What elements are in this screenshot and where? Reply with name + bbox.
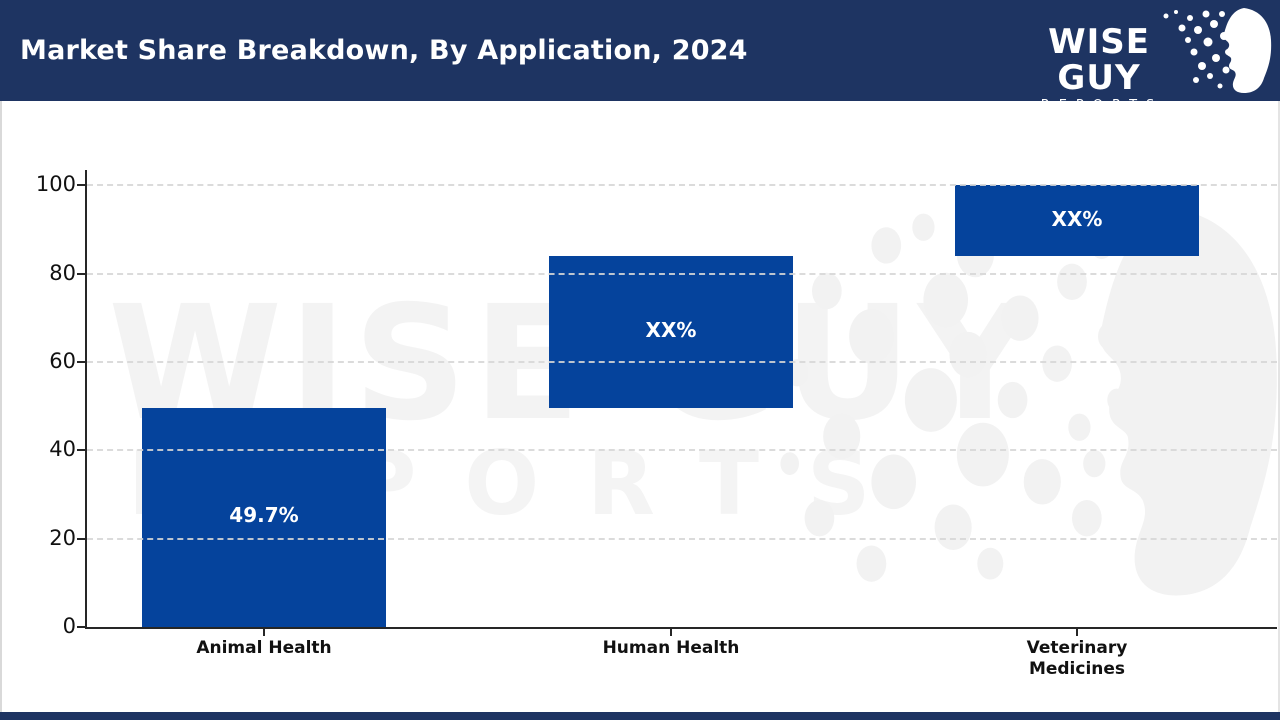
y-axis-tick-mark-20 xyxy=(77,537,85,540)
page-title: Market Share Breakdown, By Application, … xyxy=(20,35,748,66)
y-axis-tick-label-60: 60 xyxy=(49,349,76,374)
bar-value-label-animal-health: 49.7% xyxy=(229,503,299,528)
gridline-40 xyxy=(87,449,1277,452)
bar-animal-health xyxy=(142,407,386,627)
brand-logo-reports-text: REPORTS xyxy=(1040,98,1164,113)
brand-logo-wordmark: WISE GUY xyxy=(1048,22,1150,98)
brand-logo-text: WISE GUY REPORTS xyxy=(1014,24,1184,113)
gridline-100 xyxy=(87,184,1277,187)
y-axis-tick-label-0: 0 xyxy=(62,614,76,638)
x-axis-line xyxy=(85,627,1277,629)
brand-head-dots-icon xyxy=(1163,8,1272,93)
x-axis-tick-mark-veterinary-medicines xyxy=(1076,629,1078,636)
gridline-60 xyxy=(87,361,1277,364)
y-axis-tick-mark-40 xyxy=(77,449,85,452)
gridline-80 xyxy=(87,272,1277,275)
bar-value-label-veterinary-medicines: XX% xyxy=(1051,206,1103,231)
x-axis-category-label-line: Veterinary xyxy=(1026,638,1128,658)
y-axis-tick-label-40: 40 xyxy=(49,437,76,462)
footer-bar xyxy=(0,712,1280,720)
x-axis-category-label-veterinary-medicines: Veterinary Medicines xyxy=(927,638,1227,680)
x-axis-category-label-line: Human Health xyxy=(602,638,740,658)
y-axis-line xyxy=(85,170,87,627)
x-axis-tick-mark-human-health xyxy=(670,629,672,636)
x-axis-tick-mark-animal-health xyxy=(263,629,265,636)
gridline-20 xyxy=(87,537,1277,540)
y-axis-tick-mark-80 xyxy=(77,272,85,275)
header-bar: Market Share Breakdown, By Application, … xyxy=(0,0,1280,113)
y-axis-tick-mark-100 xyxy=(77,184,85,187)
bar-value-label-human-health: XX% xyxy=(645,317,697,342)
y-axis-tick-mark-60 xyxy=(77,361,85,364)
x-axis-category-label-human-health: Human Health xyxy=(521,638,821,659)
y-axis-tick-label-100: 100 xyxy=(35,172,76,197)
x-axis-category-label-line: Medicines xyxy=(1028,659,1126,679)
bar-human-health xyxy=(549,256,793,408)
x-axis-category-label-animal-health: Animal Health xyxy=(114,638,414,659)
y-axis-tick-label-20: 20 xyxy=(49,525,76,550)
brand-logo: WISE GUY REPORTS xyxy=(1014,0,1274,113)
y-axis-tick-mark-0 xyxy=(77,626,85,628)
y-axis-tick-label-80: 80 xyxy=(49,260,76,285)
x-axis-category-label-line: Animal Health xyxy=(196,638,332,658)
